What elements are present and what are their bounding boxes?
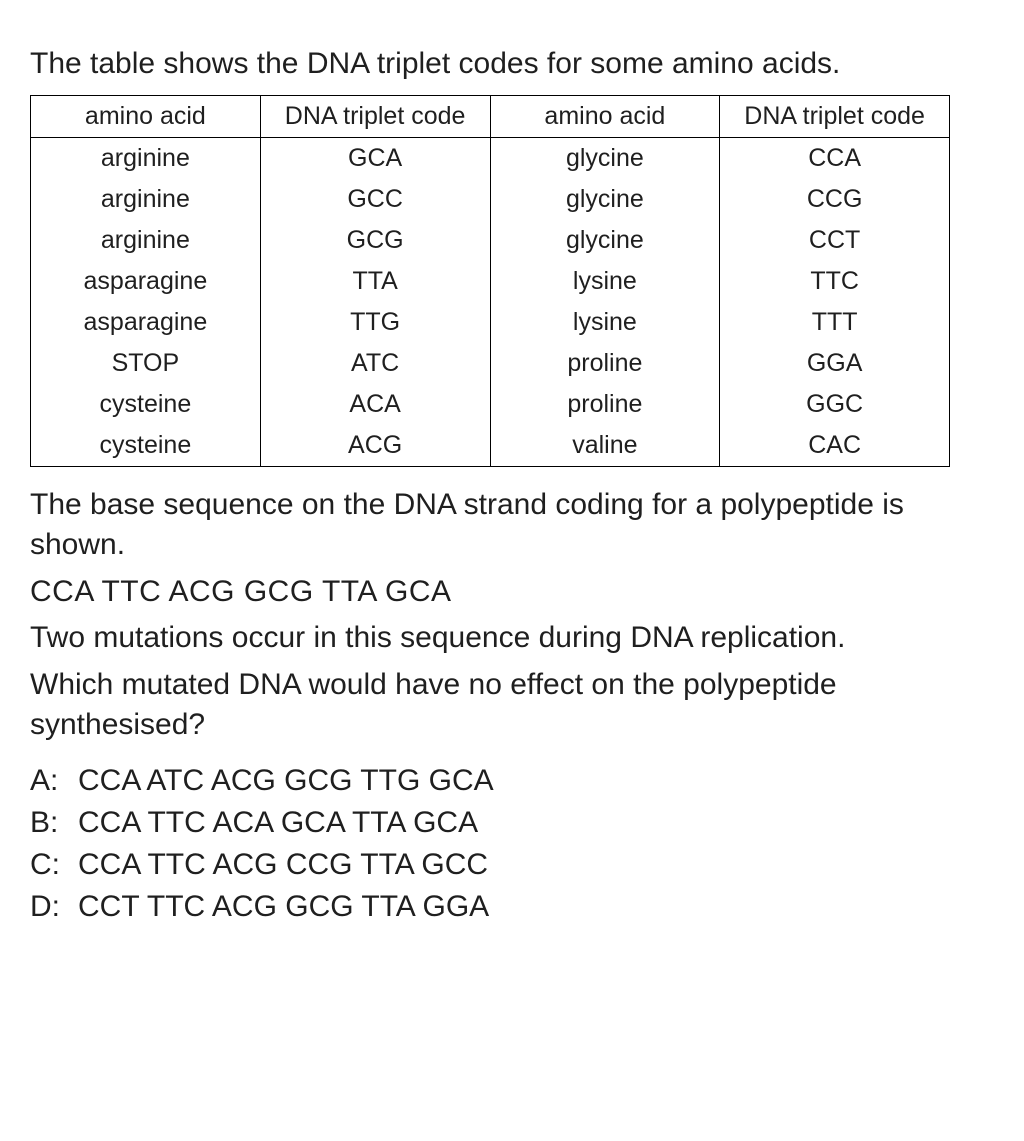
table-row: arginine GCA glycine CCA (31, 137, 950, 179)
cell: TTT (720, 302, 950, 343)
cell: GCA (260, 137, 490, 179)
intro-text: The table shows the DNA triplet codes fo… (30, 44, 994, 85)
cell: cysteine (31, 425, 261, 467)
option-label: D: (30, 886, 78, 928)
cell: lysine (490, 261, 720, 302)
col-header: amino acid (490, 95, 720, 137)
cell: proline (490, 343, 720, 384)
cell: GGA (720, 343, 950, 384)
option-b: B: CCA TTC ACA GCA TTA GCA (30, 802, 994, 844)
option-d: D: CCT TTC ACG GCG TTA GGA (30, 886, 994, 928)
table-row: arginine GCG glycine CCT (31, 220, 950, 261)
table-row: asparagine TTA lysine TTC (31, 261, 950, 302)
cell: ATC (260, 343, 490, 384)
cell: TTG (260, 302, 490, 343)
table-row: arginine GCC glycine CCG (31, 179, 950, 220)
question-text: Which mutated DNA would have no effect o… (30, 665, 994, 746)
table-row: STOP ATC proline GGA (31, 343, 950, 384)
cell: TTA (260, 261, 490, 302)
cell: asparagine (31, 261, 261, 302)
cell: TTC (720, 261, 950, 302)
body-text-1: The base sequence on the DNA strand codi… (30, 485, 994, 566)
table-row: cysteine ACA proline GGC (31, 384, 950, 425)
cell: cysteine (31, 384, 261, 425)
body-text-2: Two mutations occur in this sequence dur… (30, 618, 994, 659)
cell: GGC (720, 384, 950, 425)
option-text: CCA TTC ACG CCG TTA GCC (78, 844, 488, 886)
cell: CAC (720, 425, 950, 467)
cell: ACA (260, 384, 490, 425)
codon-table: amino acid DNA triplet code amino acid D… (30, 95, 950, 467)
col-header: DNA triplet code (260, 95, 490, 137)
cell: lysine (490, 302, 720, 343)
option-label: A: (30, 760, 78, 802)
option-label: C: (30, 844, 78, 886)
cell: asparagine (31, 302, 261, 343)
question-page: The table shows the DNA triplet codes fo… (0, 0, 1024, 958)
table-header-row: amino acid DNA triplet code amino acid D… (31, 95, 950, 137)
option-c: C: CCA TTC ACG CCG TTA GCC (30, 844, 994, 886)
cell: ACG (260, 425, 490, 467)
table-row: cysteine ACG valine CAC (31, 425, 950, 467)
col-header: DNA triplet code (720, 95, 950, 137)
table-row: asparagine TTG lysine TTT (31, 302, 950, 343)
cell: glycine (490, 220, 720, 261)
cell: CCA (720, 137, 950, 179)
answer-options: A: CCA ATC ACG GCG TTG GCA B: CCA TTC AC… (30, 760, 994, 928)
cell: arginine (31, 137, 261, 179)
option-text: CCT TTC ACG GCG TTA GGA (78, 886, 489, 928)
option-text: CCA ATC ACG GCG TTG GCA (78, 760, 494, 802)
cell: glycine (490, 179, 720, 220)
cell: proline (490, 384, 720, 425)
cell: arginine (31, 179, 261, 220)
col-header: amino acid (31, 95, 261, 137)
cell: GCC (260, 179, 490, 220)
cell: glycine (490, 137, 720, 179)
cell: CCT (720, 220, 950, 261)
cell: STOP (31, 343, 261, 384)
cell: arginine (31, 220, 261, 261)
cell: valine (490, 425, 720, 467)
cell: GCG (260, 220, 490, 261)
option-a: A: CCA ATC ACG GCG TTG GCA (30, 760, 994, 802)
dna-sequence: CCA TTC ACG GCG TTA GCA (30, 572, 994, 613)
option-text: CCA TTC ACA GCA TTA GCA (78, 802, 478, 844)
option-label: B: (30, 802, 78, 844)
cell: CCG (720, 179, 950, 220)
